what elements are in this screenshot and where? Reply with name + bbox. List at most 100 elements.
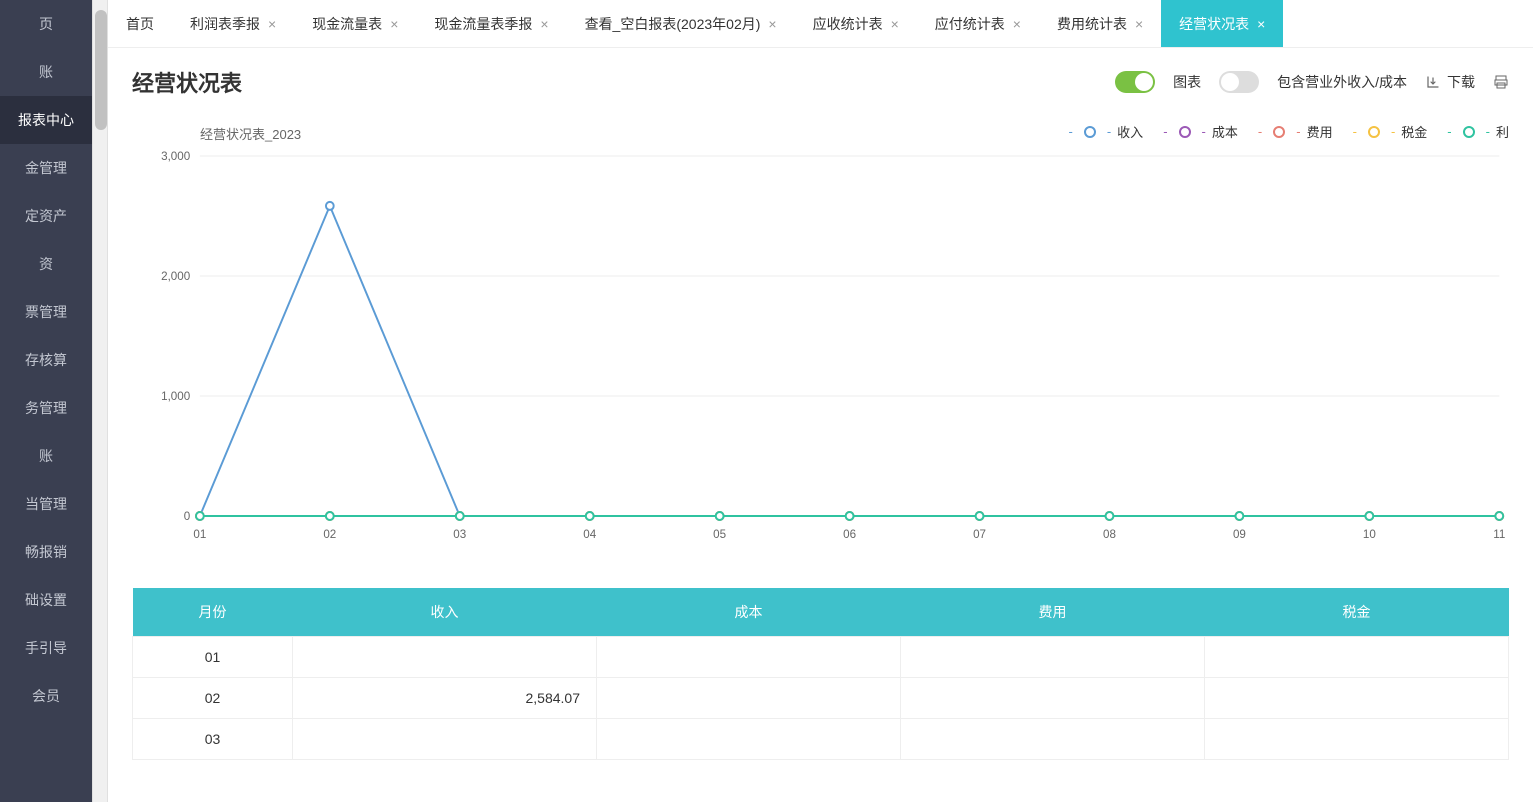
- svg-text:03: 03: [453, 527, 466, 541]
- tab-0[interactable]: 首页: [108, 0, 172, 48]
- close-icon[interactable]: ×: [540, 16, 548, 32]
- sidebar-item-5[interactable]: 资: [0, 240, 92, 288]
- legend-marker-icon: [1458, 131, 1480, 133]
- table-cell: [1205, 637, 1509, 678]
- toggle-chart-label: 图表: [1173, 72, 1201, 92]
- tab-label: 应付统计表: [935, 14, 1005, 34]
- sidebar-scrollbar-thumb[interactable]: [95, 10, 107, 130]
- svg-text:05: 05: [713, 527, 726, 541]
- legend-marker-icon: [1268, 131, 1290, 133]
- tab-label: 首页: [126, 14, 154, 34]
- svg-text:02: 02: [323, 527, 336, 541]
- table-cell: 01: [133, 637, 293, 678]
- table-cell: 2,584.07: [293, 678, 597, 719]
- sidebar-item-2[interactable]: 报表中心: [0, 96, 92, 144]
- close-icon[interactable]: ×: [1257, 16, 1265, 32]
- sidebar-item-8[interactable]: 务管理: [0, 384, 92, 432]
- tab-label: 经营状况表: [1179, 14, 1249, 34]
- tab-label: 应收统计表: [813, 14, 883, 34]
- table-cell: [293, 719, 597, 760]
- legend-label: 收入: [1117, 122, 1143, 141]
- close-icon[interactable]: ×: [891, 16, 899, 32]
- table-cell: [597, 719, 901, 760]
- sidebar-item-7[interactable]: 存核算: [0, 336, 92, 384]
- tab-label: 现金流量表季报: [434, 14, 532, 34]
- table-header-4: 税金: [1205, 588, 1509, 637]
- tab-bar: 首页利润表季报×现金流量表×现金流量表季报×查看_空白报表(2023年02月)×…: [108, 0, 1533, 48]
- table-cell: [597, 637, 901, 678]
- tab-5[interactable]: 应收统计表 ×: [795, 0, 917, 48]
- svg-text:1,000: 1,000: [161, 389, 190, 403]
- legend-item-税金[interactable]: --税金: [1353, 122, 1428, 141]
- close-icon[interactable]: ×: [268, 16, 276, 32]
- sidebar-item-11[interactable]: 畅报销: [0, 528, 92, 576]
- svg-text:3,000: 3,000: [161, 149, 190, 163]
- table-cell: [1205, 719, 1509, 760]
- sidebar-item-10[interactable]: 当管理: [0, 480, 92, 528]
- table-cell: 02: [133, 678, 293, 719]
- sidebar-item-1[interactable]: 账: [0, 48, 92, 96]
- download-label: 下载: [1447, 72, 1475, 92]
- tab-label: 现金流量表: [312, 14, 382, 34]
- download-button[interactable]: 下载: [1425, 72, 1475, 92]
- tab-8[interactable]: 经营状况表 ×: [1161, 0, 1283, 48]
- sidebar-item-9[interactable]: 账: [0, 432, 92, 480]
- chart-area: 经营状况表_2023 --收入--成本--费用--税金--利 01,0002,0…: [132, 116, 1509, 576]
- sidebar-item-6[interactable]: 票管理: [0, 288, 92, 336]
- svg-text:0: 0: [184, 509, 191, 523]
- sidebar-item-14[interactable]: 会员: [0, 672, 92, 720]
- legend-item-利[interactable]: --利: [1447, 122, 1509, 141]
- table-row: 022,584.07: [133, 678, 1509, 719]
- table-header-2: 成本: [597, 588, 901, 637]
- legend-label: 费用: [1307, 122, 1333, 141]
- legend-marker-icon: [1363, 131, 1385, 133]
- chart-title: 经营状况表_2023: [200, 124, 301, 143]
- tab-6[interactable]: 应付统计表 ×: [917, 0, 1039, 48]
- print-icon[interactable]: [1493, 74, 1509, 90]
- table-row: 03: [133, 719, 1509, 760]
- page-header: 经营状况表 图表 包含营业外收入/成本 下载: [108, 48, 1533, 116]
- legend-label: 税金: [1401, 122, 1427, 141]
- tab-7[interactable]: 费用统计表×: [1039, 0, 1161, 48]
- legend-item-收入[interactable]: --收入: [1068, 122, 1143, 141]
- sidebar-item-0[interactable]: 页: [0, 0, 92, 48]
- svg-text:04: 04: [583, 527, 596, 541]
- table-cell: [901, 678, 1205, 719]
- toggle-include-extra-label: 包含营业外收入/成本: [1277, 72, 1407, 92]
- legend-item-成本[interactable]: --成本: [1163, 122, 1238, 141]
- tab-1[interactable]: 利润表季报×: [172, 0, 294, 48]
- tab-3[interactable]: 现金流量表季报 ×: [416, 0, 566, 48]
- tab-2[interactable]: 现金流量表 ×: [294, 0, 416, 48]
- table-cell: [901, 719, 1205, 760]
- sidebar-scrollbar[interactable]: [92, 0, 108, 802]
- legend-label: 成本: [1212, 122, 1238, 141]
- close-icon[interactable]: ×: [1135, 16, 1143, 32]
- svg-text:11: 11: [1493, 527, 1505, 541]
- svg-text:07: 07: [973, 527, 986, 541]
- sidebar-item-12[interactable]: 础设置: [0, 576, 92, 624]
- svg-text:06: 06: [843, 527, 856, 541]
- sidebar-item-13[interactable]: 手引导: [0, 624, 92, 672]
- toggle-include-extra[interactable]: [1219, 71, 1259, 93]
- tab-4[interactable]: 查看_空白报表(2023年02月)×: [567, 0, 795, 48]
- close-icon[interactable]: ×: [1013, 16, 1021, 32]
- table-header-0: 月份: [133, 588, 293, 637]
- table-area: 月份收入成本费用税金 01022,584.0703: [132, 588, 1509, 760]
- close-icon[interactable]: ×: [768, 16, 776, 32]
- svg-text:08: 08: [1103, 527, 1116, 541]
- legend-marker-icon: [1174, 131, 1196, 133]
- table-cell: [901, 637, 1205, 678]
- sidebar-item-4[interactable]: 定资产: [0, 192, 92, 240]
- table-cell: [597, 678, 901, 719]
- chart-legend: --收入 --成本 --费用 --税金 --利: [1068, 122, 1509, 141]
- close-icon[interactable]: ×: [390, 16, 398, 32]
- chart-svg: 01,0002,0003,0000102030405060708091011: [132, 146, 1509, 556]
- table-cell: [293, 637, 597, 678]
- sidebar-item-3[interactable]: 金管理: [0, 144, 92, 192]
- legend-item-费用[interactable]: --费用: [1258, 122, 1333, 141]
- svg-text:09: 09: [1233, 527, 1246, 541]
- toggle-chart[interactable]: [1115, 71, 1155, 93]
- download-icon: [1425, 74, 1441, 90]
- data-table: 月份收入成本费用税金 01022,584.0703: [132, 588, 1509, 760]
- table-cell: 03: [133, 719, 293, 760]
